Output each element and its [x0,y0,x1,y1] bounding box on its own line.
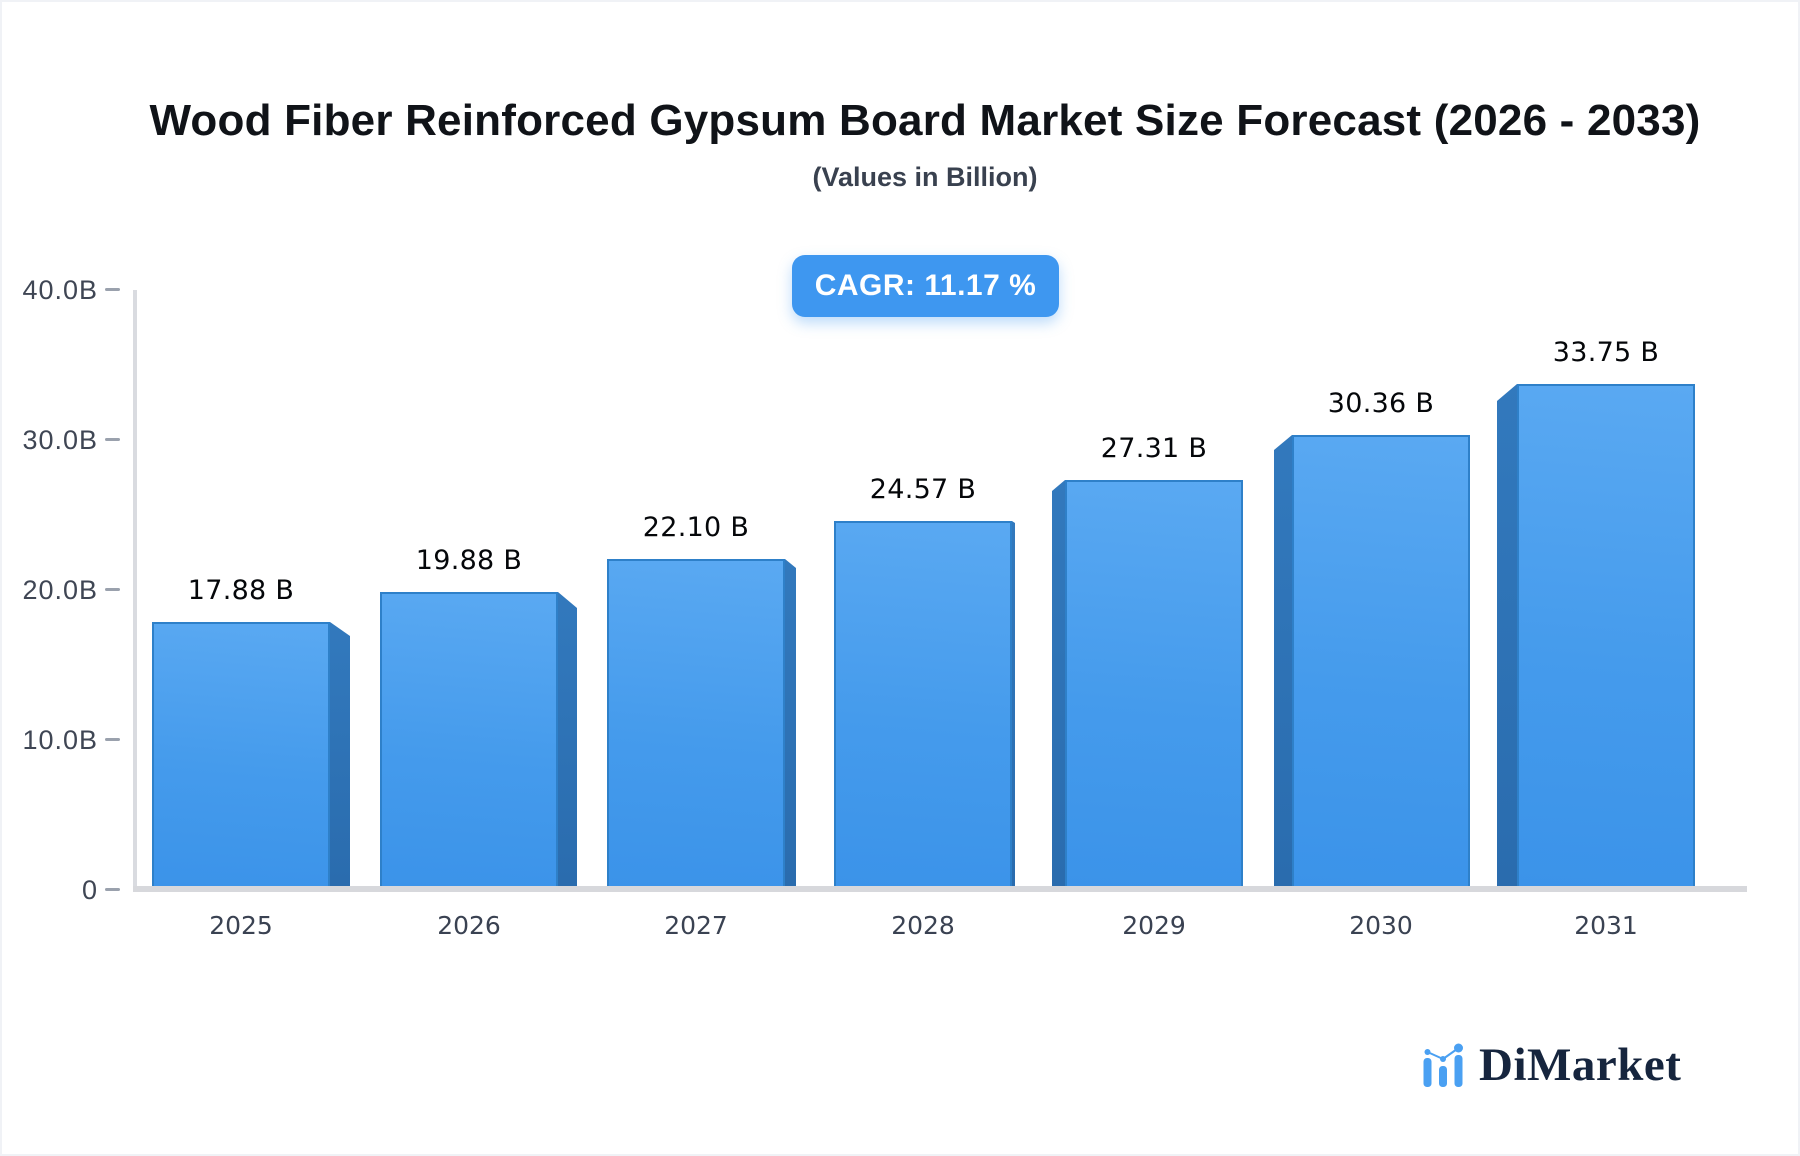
x-axis-baseline [133,886,1747,892]
x-axis-label-2029: 2029 [1122,911,1186,940]
bar-2025[interactable] [152,622,330,886]
y-axis-tick [105,288,120,291]
bar-2030[interactable] [1292,435,1470,886]
bar-3d-side [1274,435,1292,886]
bar-3d-side [330,622,350,886]
bar-value-label: 27.31 B [1100,433,1208,464]
bar-3d-side [1052,480,1065,886]
y-axis-tick [105,738,120,741]
chart-title: Wood Fiber Reinforced Gypsum Board Marke… [149,96,1701,145]
x-axis-label-2028: 2028 [891,911,955,940]
y-axis-label: 20.0B [22,575,98,605]
bar-2029[interactable] [1065,480,1243,886]
y-axis-tick [105,438,120,441]
y-axis-line [133,290,137,886]
bar-2027[interactable] [607,559,785,886]
dimarket-logo-icon [1423,1043,1463,1087]
bar-2028[interactable] [834,521,1012,886]
bar-value-label: 24.57 B [869,474,977,505]
bar-value-label: 33.75 B [1552,337,1660,368]
y-axis-label: 10.0B [22,725,98,755]
x-axis-label-2031: 2031 [1574,911,1638,940]
y-axis-label: 0 [81,875,98,905]
y-axis-label: 30.0B [22,425,98,455]
chart-subtitle: (Values in Billion) [812,162,1038,192]
bar-3d-side [785,559,796,886]
y-axis-tick [105,888,120,891]
y-axis-label: 40.0B [22,275,98,305]
cagr-badge: CAGR: 11.17 % [792,255,1059,317]
y-axis-tick [105,588,120,591]
x-axis-label-2025: 2025 [209,911,273,940]
cagr-badge-label: CAGR: 11.17 % [814,269,1037,302]
bar-3d-side [1497,384,1517,886]
x-axis-label-2030: 2030 [1349,911,1413,940]
bar-value-label: 17.88 B [187,575,295,606]
bar-2026[interactable] [380,592,558,886]
x-axis-label-2026: 2026 [437,911,501,940]
bar-value-label: 19.88 B [415,545,523,576]
bar-2031[interactable] [1517,384,1695,886]
dimarket-logo: DiMarket [1422,1039,1682,1092]
dimarket-logo-text: DiMarket [1479,1039,1682,1092]
bar-value-label: 22.10 B [642,512,750,543]
bar-3d-side [558,592,577,886]
bar-value-label: 30.36 B [1327,388,1435,419]
bar-3d-side [1012,521,1015,886]
x-axis-label-2027: 2027 [664,911,728,940]
